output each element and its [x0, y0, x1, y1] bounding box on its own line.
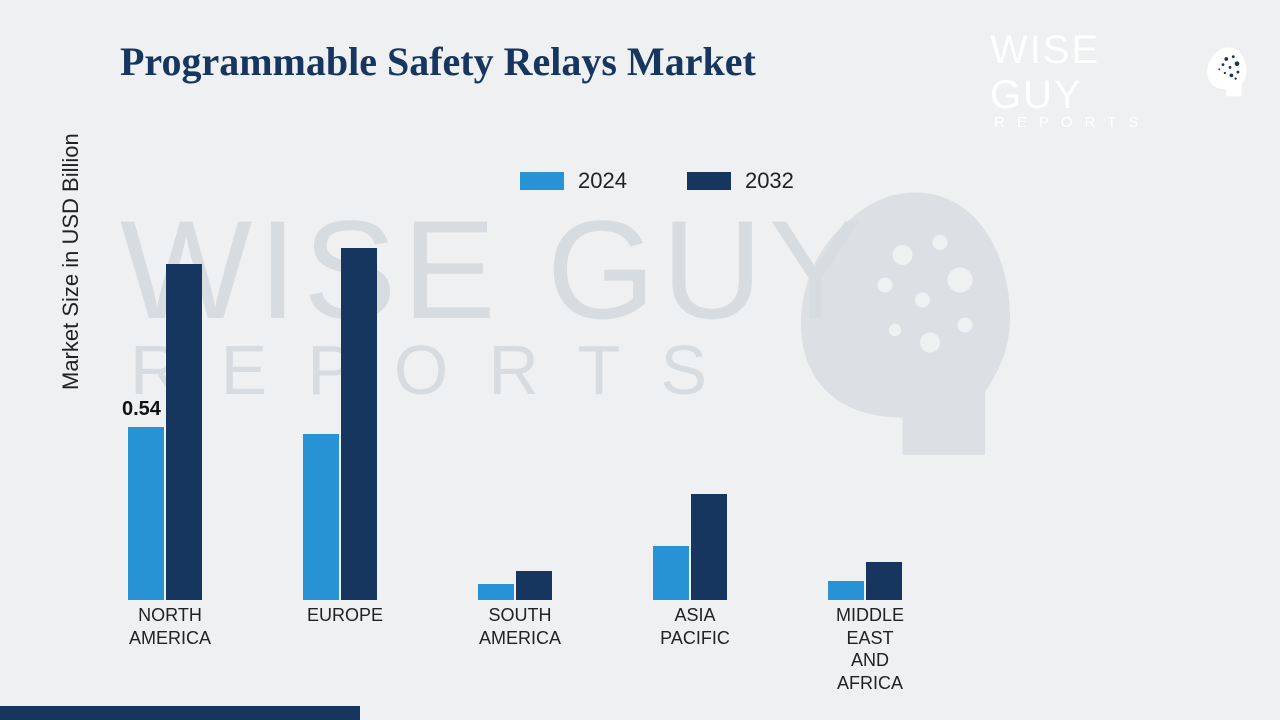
- legend-item-2024: 2024: [520, 168, 627, 194]
- bar-value-label: 0.54: [122, 398, 161, 421]
- y-axis-label: Market Size in USD Billion: [58, 133, 84, 390]
- x-axis-label: SOUTHAMERICA: [440, 604, 600, 649]
- footer-accent-bar: [0, 706, 360, 720]
- brand-head-icon: [1198, 45, 1250, 101]
- chart-area: 0.54: [100, 200, 940, 600]
- legend-swatch-2032: [687, 172, 731, 190]
- chart-title: Programmable Safety Relays Market: [120, 38, 756, 85]
- x-axis-label: NORTHAMERICA: [90, 604, 250, 649]
- legend-label-2032: 2032: [745, 168, 794, 194]
- brand-logo-main: WISE GUY: [990, 28, 1250, 118]
- bar: [128, 427, 164, 600]
- brand-main-text: WISE GUY: [990, 28, 1190, 118]
- bar: [691, 494, 727, 600]
- x-axis-label: ASIAPACIFIC: [615, 604, 775, 649]
- bar: [653, 546, 689, 600]
- brand-logo: WISE GUY REPORTS: [990, 28, 1250, 131]
- bar: [478, 584, 514, 600]
- legend-swatch-2024: [520, 172, 564, 190]
- page-root: WISE GUY REPORTS Programmable Safety Rel…: [0, 0, 1280, 720]
- legend-item-2032: 2032: [687, 168, 794, 194]
- bar: [828, 581, 864, 600]
- plot-area: 0.54: [100, 200, 940, 600]
- brand-sub-text: REPORTS: [994, 114, 1250, 131]
- legend-label-2024: 2024: [578, 168, 627, 194]
- bar: [516, 571, 552, 600]
- bar: [341, 248, 377, 600]
- bar: [166, 264, 202, 600]
- bar: [866, 562, 902, 600]
- x-axis-label: EUROPE: [265, 604, 425, 627]
- legend: 2024 2032: [520, 168, 794, 194]
- x-axis-label: MIDDLEEASTANDAFRICA: [790, 604, 950, 694]
- bar: [303, 434, 339, 600]
